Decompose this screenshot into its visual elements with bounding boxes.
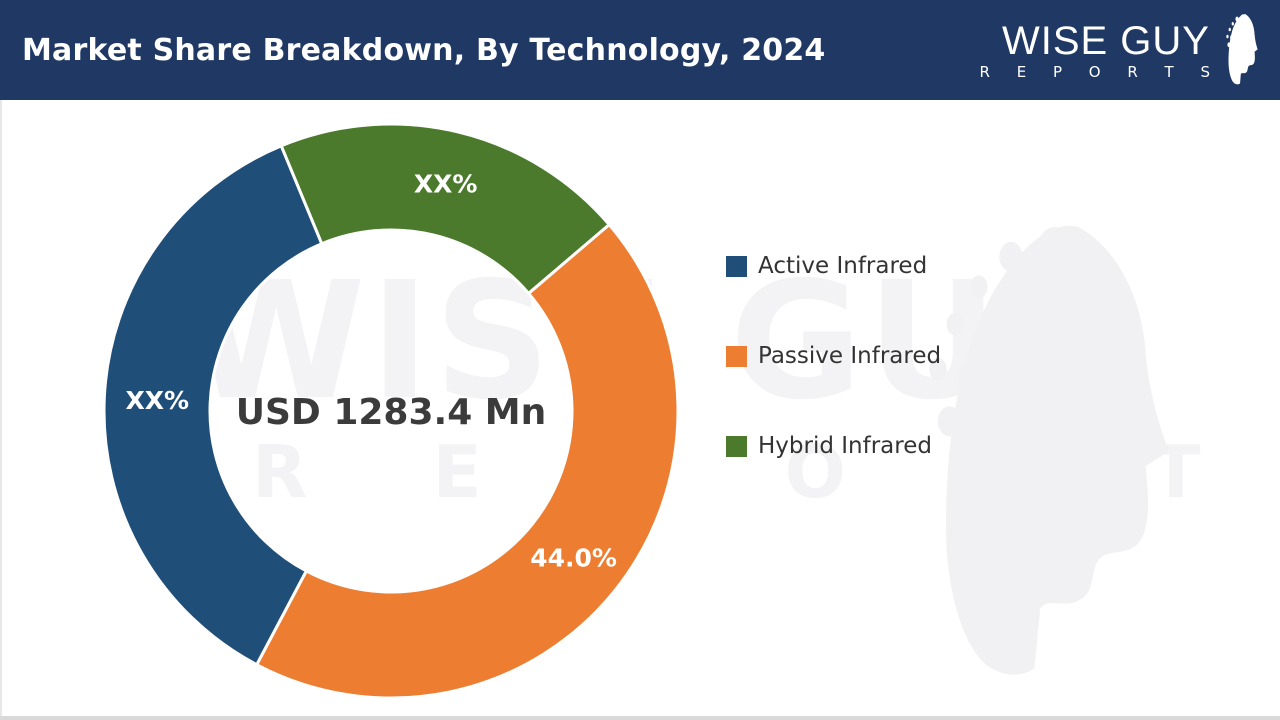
chart-center-value: USD 1283.4 Mn xyxy=(236,392,546,433)
donut-segment-passive-infrared xyxy=(255,223,680,700)
legend-item-hybrid-infrared: Hybrid Infrared xyxy=(726,433,941,459)
legend-item-passive-infrared: Passive Infrared xyxy=(726,343,942,369)
legend-label: Passive Infrared xyxy=(758,343,942,369)
legend-swatch-passive-infrared xyxy=(726,345,747,367)
legend-item-active-infrared: Active Infrared xyxy=(726,253,941,279)
donut-segment-hybrid-infrared xyxy=(279,122,611,295)
donut-segment-active-infrared xyxy=(102,144,324,667)
brand-head-icon xyxy=(1226,14,1258,85)
chart-legend: Active Infrared Passive Infrared Hybrid … xyxy=(726,253,942,524)
page-title: Market Share Breakdown, By Technology, 2… xyxy=(22,32,826,68)
legend-swatch-active-infrared xyxy=(726,255,747,277)
legend-label: Hybrid Infrared xyxy=(758,433,932,459)
brand-logo-text: WISE GUY R E P O R T S xyxy=(980,21,1210,80)
legend-label: Active Infrared xyxy=(758,253,928,279)
segment-value-label: XX% xyxy=(125,386,189,415)
brand-name: WISE GUY xyxy=(1001,18,1210,63)
header-bar: Market Share Breakdown, By Technology, 2… xyxy=(0,0,1280,100)
bottom-divider xyxy=(0,716,1280,720)
watermark-head-icon xyxy=(929,225,1170,675)
brand-logo: WISE GUY R E P O R T S xyxy=(980,12,1258,88)
segment-value-label: XX% xyxy=(414,169,478,198)
legend-swatch-hybrid-infrared xyxy=(726,435,747,457)
segment-value-label: 44.0% xyxy=(530,543,617,572)
brand-subtitle: R E P O R T S xyxy=(979,62,1221,81)
